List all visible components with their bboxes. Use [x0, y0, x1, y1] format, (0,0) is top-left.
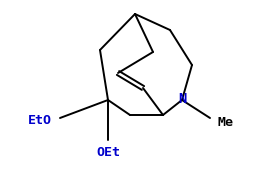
Text: Me: Me	[218, 116, 234, 129]
Text: OEt: OEt	[96, 147, 120, 159]
Text: N: N	[178, 92, 186, 106]
Text: EtO: EtO	[28, 113, 52, 127]
